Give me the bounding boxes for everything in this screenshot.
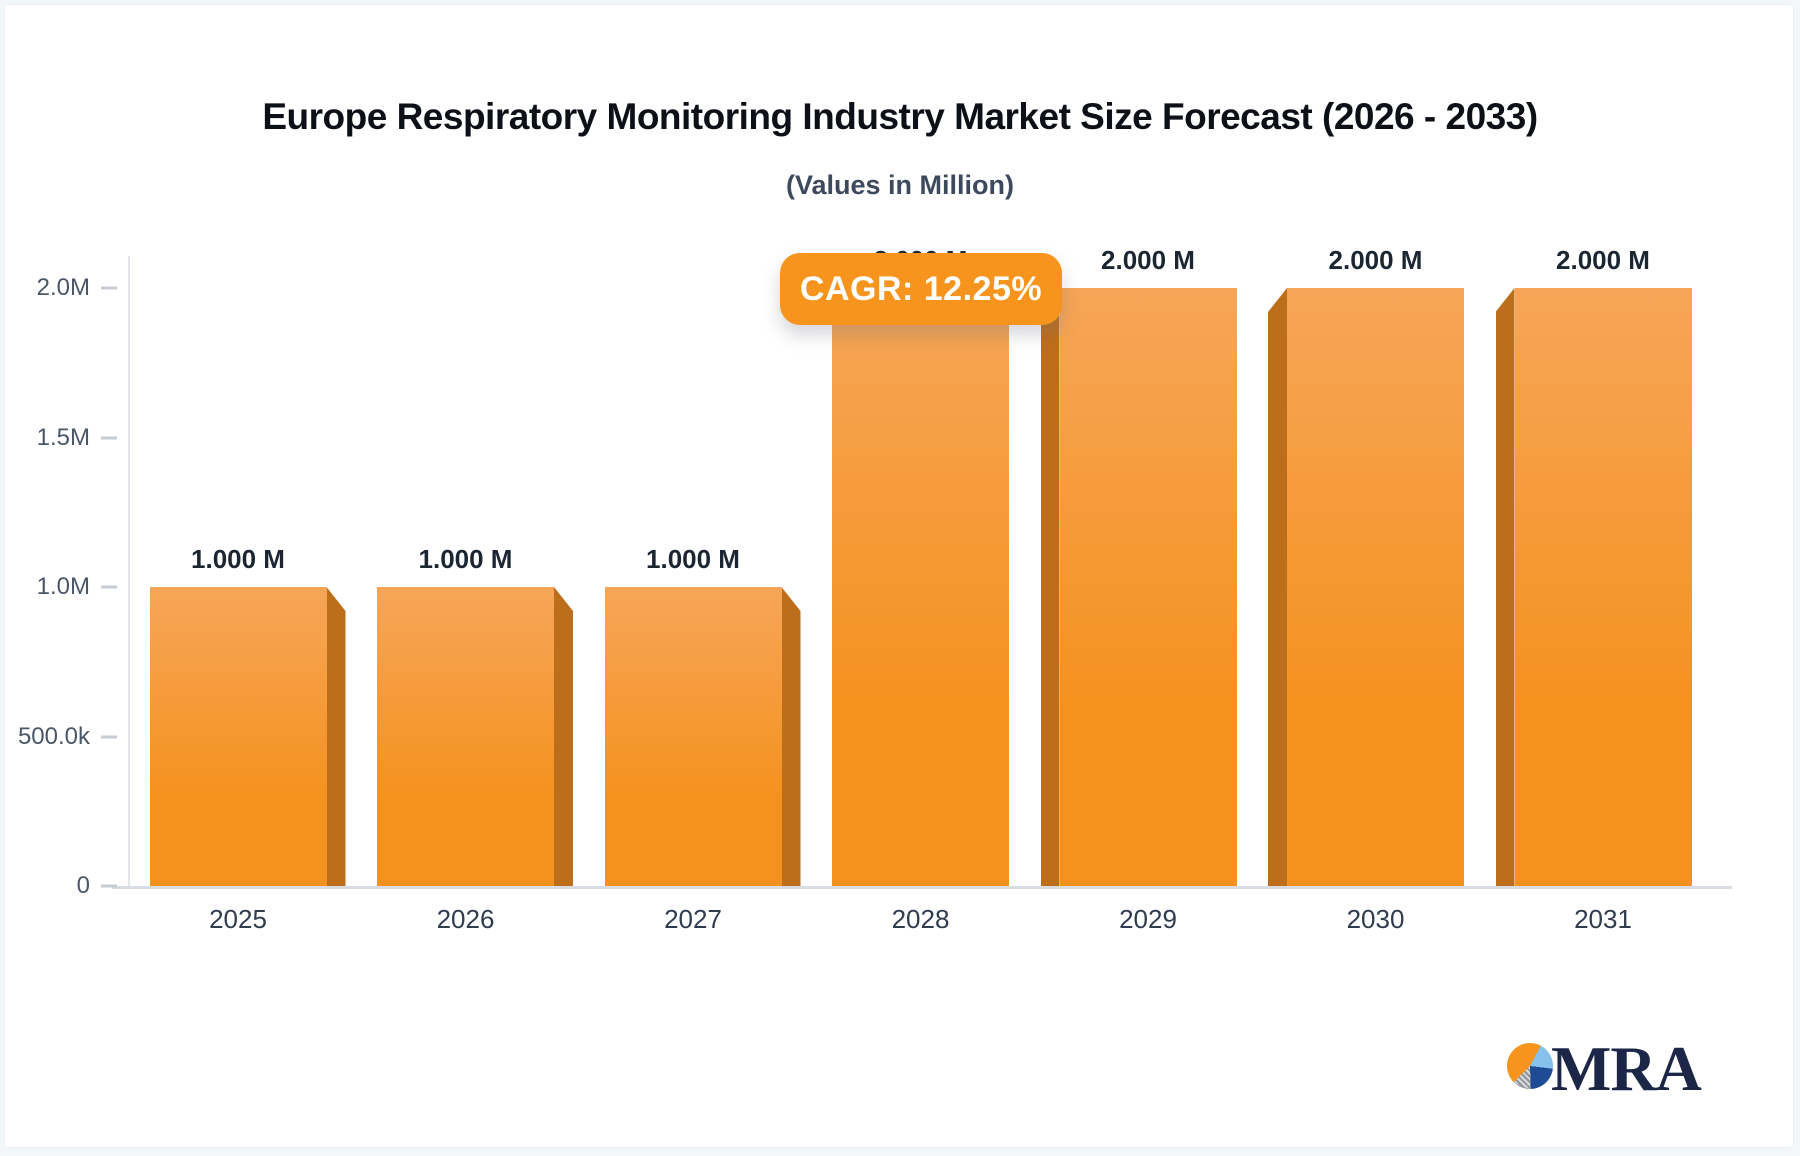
- y-tick-label-1.0M: 1.0M: [36, 573, 90, 600]
- x-tick-label-2025: 2025: [209, 904, 267, 934]
- y-tick-mark: [101, 884, 117, 888]
- bar-2031-side-face: [1495, 288, 1515, 886]
- mra-logo-text: MRA: [1551, 1033, 1702, 1104]
- bar-2026-side-face: [554, 587, 573, 886]
- x-axis-line: [112, 886, 1732, 889]
- y-tick-mark: [101, 436, 117, 439]
- bar-2030[interactable]: [1287, 288, 1464, 886]
- y-axis-line: [128, 256, 130, 886]
- chart-subtitle: (Values in Million): [785, 170, 1015, 200]
- y-tick-label-500.0k: 500.0k: [17, 722, 90, 750]
- y-tick-label-0: 0: [76, 872, 90, 899]
- bar-2028[interactable]: [832, 288, 1009, 886]
- bar-2026[interactable]: [377, 587, 554, 886]
- y-tick-mark: [101, 585, 117, 589]
- x-tick-label-2027: 2027: [664, 904, 722, 934]
- bar-value-label-2031: 2.000 M: [1556, 245, 1650, 275]
- y-tick-mark: [101, 286, 117, 290]
- y-tick-label-2.0M: 2.0M: [36, 274, 90, 301]
- bar-2025[interactable]: [149, 587, 327, 886]
- y-tick-mark: [101, 735, 117, 738]
- bar-2030-side-face: [1268, 288, 1287, 886]
- x-tick-label-2030: 2030: [1346, 904, 1405, 934]
- x-tick-label-2031: 2031: [1574, 904, 1632, 934]
- pie-chart-icon: [1507, 1043, 1553, 1089]
- bar-value-label-2025: 1.000 M: [191, 544, 285, 574]
- bar-value-label-2026: 1.000 M: [418, 544, 513, 574]
- bar-2027[interactable]: [604, 587, 782, 886]
- x-tick-label-2028: 2028: [891, 904, 950, 934]
- x-tick-label-2026: 2026: [436, 904, 495, 934]
- bar-2025-side-face: [326, 587, 346, 886]
- bar-2029[interactable]: [1059, 288, 1237, 886]
- bar-value-label-2029: 2.000 M: [1101, 245, 1195, 275]
- cagr-badge: CAGR: 12.25%: [780, 253, 1062, 325]
- bar-value-label-2027: 1.000 M: [646, 544, 740, 574]
- bar-2029-side-face: [1040, 288, 1060, 886]
- bar-2031[interactable]: [1514, 288, 1692, 886]
- y-tick-label-1.5M: 1.5M: [36, 423, 90, 451]
- chart-title: Europe Respiratory Monitoring Industry M…: [262, 96, 1538, 137]
- cagr-badge-label: CAGR: 12.25%: [799, 269, 1043, 308]
- mra-logo: MRA: [1505, 1033, 1735, 1106]
- x-tick-label-2029: 2029: [1119, 904, 1177, 934]
- bar-value-label-2030: 2.000 M: [1328, 245, 1423, 275]
- bar-2027-side-face: [781, 587, 801, 886]
